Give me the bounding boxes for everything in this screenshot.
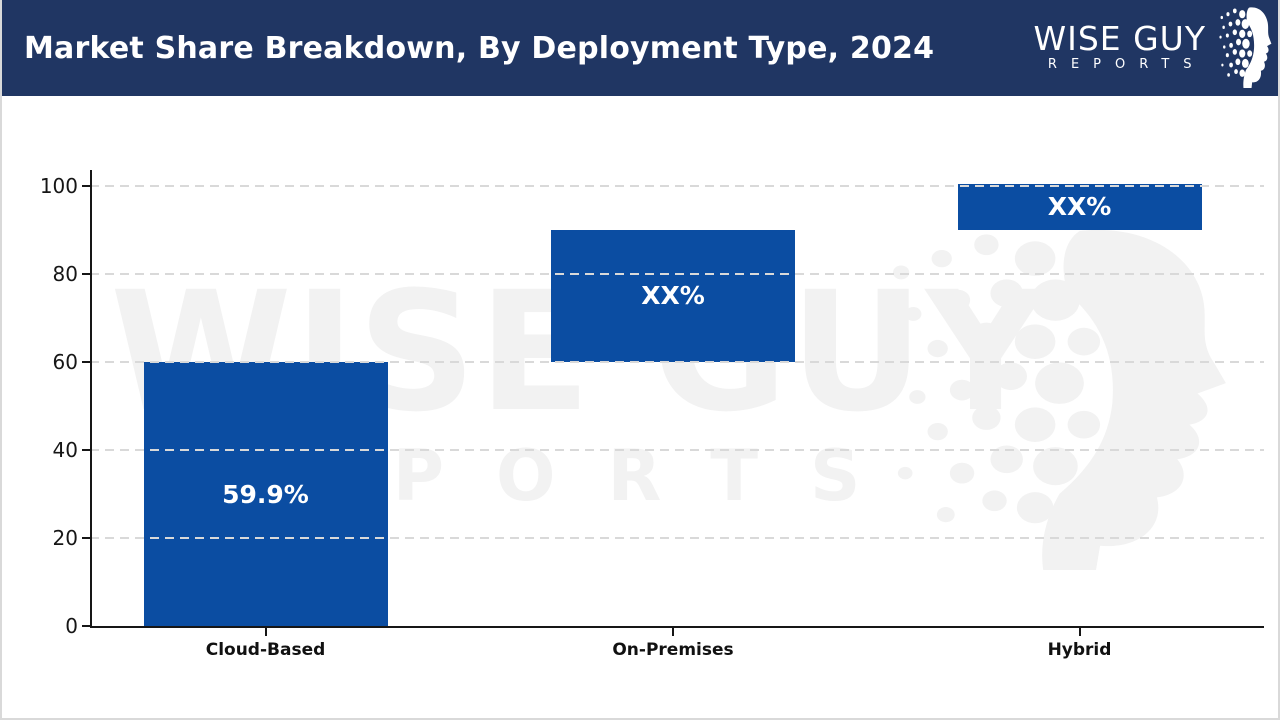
gridline-100	[90, 185, 1264, 187]
x-axis	[90, 626, 1264, 628]
y-axis-tick-label-60: 60	[52, 350, 78, 374]
x-axis-category-label-hybrid: Hybrid	[1047, 640, 1112, 660]
bar-value-label-on-premises: XX%	[641, 281, 705, 311]
bar-on-premises: XX%	[551, 229, 795, 363]
y-axis-tick-label-100: 100	[39, 174, 78, 198]
y-axis-tick-80	[82, 273, 90, 275]
bar-cloud-based: 59.9%	[143, 362, 388, 626]
wise-guy-reports-logo: WISE GUY REPORTS	[1033, 6, 1272, 88]
x-axis-tick-on-premises	[672, 628, 674, 636]
gridline-40	[90, 449, 1264, 451]
x-axis-tick-hybrid	[1078, 628, 1081, 636]
gridline-20	[90, 537, 1264, 539]
x-axis-tick-cloud-based	[264, 628, 267, 636]
x-axis-category-label-cloud-based: Cloud-Based	[205, 640, 326, 660]
bar-value-label-hybrid: XX%	[1047, 192, 1112, 222]
y-axis-tick-label-80: 80	[52, 262, 78, 286]
y-axis-tick-label-0: 0	[65, 614, 78, 638]
watermark-head-profile-icon	[885, 229, 1226, 570]
y-axis-tick-label-40: 40	[52, 438, 78, 462]
dotted-head-profile-icon	[1219, 7, 1272, 88]
y-axis-tick-0	[82, 625, 90, 627]
gridline-60	[90, 361, 1264, 363]
gridline-80	[90, 273, 1264, 275]
logo-wordmark: WISE GUY REPORTS	[1033, 18, 1206, 72]
y-axis-tick-100	[82, 185, 90, 187]
bar-hybrid: XX%	[957, 184, 1202, 230]
chart-title: Market Share Breakdown, By Deployment Ty…	[24, 30, 935, 66]
logo-wordmark-line2: REPORTS	[1047, 56, 1206, 72]
y-axis-tick-40	[82, 449, 90, 451]
y-axis-tick-label-20: 20	[52, 526, 78, 550]
header-bar: Market Share Breakdown, By Deployment Ty…	[2, 0, 1278, 96]
logo-wordmark-line1: WISE GUY	[1033, 18, 1206, 58]
x-axis-category-label-on-premises: On-Premises	[612, 640, 734, 660]
y-axis	[90, 170, 92, 628]
y-axis-tick-60	[82, 361, 90, 363]
bar-value-label-cloud-based: 59.9%	[222, 479, 309, 509]
y-axis-tick-20	[82, 537, 90, 539]
